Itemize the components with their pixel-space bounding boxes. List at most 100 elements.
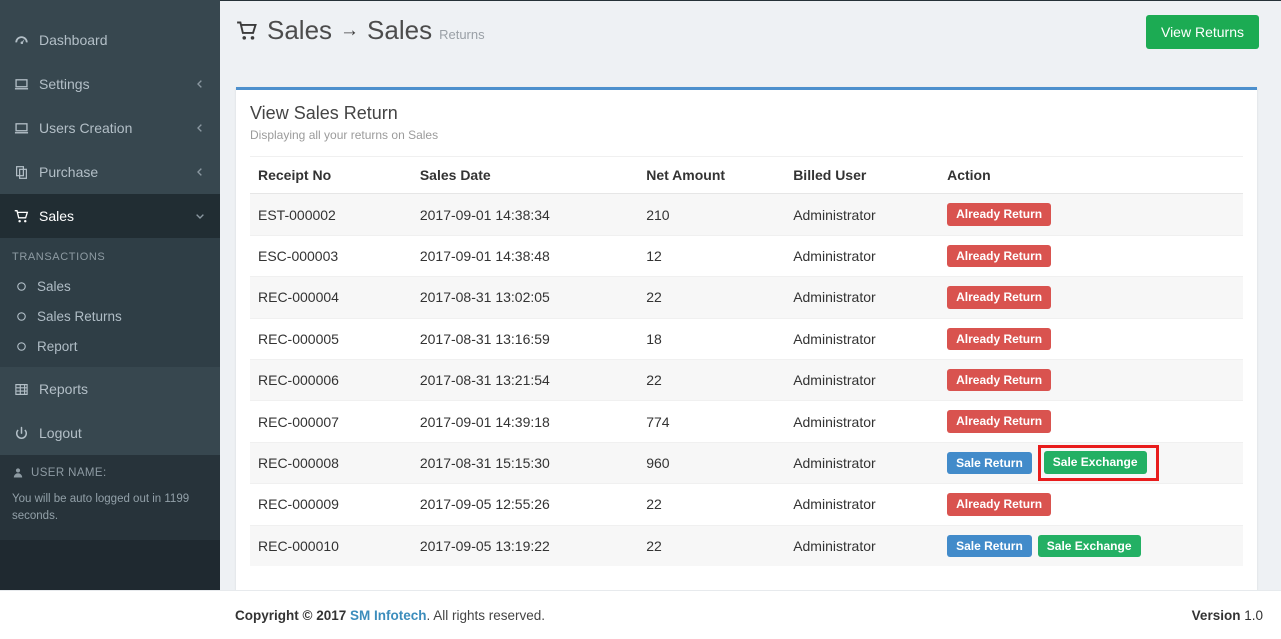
circle-icon	[15, 310, 28, 323]
sidebar-item-sales[interactable]: Sales	[0, 194, 220, 238]
cell-action: Sale Return Sale Exchange	[939, 442, 1243, 483]
main-area: Sales → Sales Returns View Returns View …	[220, 0, 1281, 590]
sidebar-item-label: Reports	[39, 381, 88, 397]
table-row: ESC-0000032017-09-01 14:38:4812Administr…	[250, 235, 1243, 276]
table-row: REC-0000092017-09-05 12:55:2622Administr…	[250, 484, 1243, 525]
version-label: Version	[1192, 608, 1241, 623]
sidebar-subitem-sales-returns[interactable]: Sales Returns	[0, 301, 220, 331]
table-row: REC-0000072017-09-01 14:39:18774Administ…	[250, 401, 1243, 442]
sidebar-item-reports[interactable]: Reports	[0, 367, 220, 411]
cell-user: Administrator	[785, 401, 939, 442]
cell-user: Administrator	[785, 194, 939, 235]
sidebar-item-settings[interactable]: Settings	[0, 62, 220, 106]
sidebar-subitem-report[interactable]: Report	[0, 331, 220, 361]
column-header-receipt-no: Receipt No	[250, 157, 412, 194]
brand-link[interactable]: SM Infotech	[350, 608, 427, 623]
cell-action: Sale Return Sale Exchange	[939, 525, 1243, 566]
cart-icon	[14, 209, 29, 224]
sidebar-item-label: Users Creation	[39, 120, 132, 136]
sidebar-menu-top: Dashboard Settings Users Creation PurchaseS…	[0, 0, 220, 238]
cell-user: Administrator	[785, 318, 939, 359]
annotation-highlight: Sale Exchange	[1038, 445, 1159, 480]
column-header-action: Action	[939, 157, 1243, 194]
already-badge: Already Return	[947, 328, 1051, 350]
sidebar-item-label: Dashboard	[39, 32, 108, 48]
table-body: EST-0000022017-09-01 14:38:34210Administ…	[250, 194, 1243, 566]
sidebar-item-dashboard[interactable]: Dashboard	[0, 18, 220, 62]
table-row: REC-0000102017-09-05 13:19:2222Administr…	[250, 525, 1243, 566]
sale-exchange-button[interactable]: Sale Exchange	[1044, 451, 1147, 473]
cell-amount: 22	[638, 360, 785, 401]
power-icon	[14, 426, 29, 441]
sidebar-subitem-label: Report	[37, 339, 78, 354]
user-name-label: USER NAME:	[31, 467, 107, 479]
content-area: View Sales Return Displaying all your re…	[220, 49, 1281, 590]
cell-receipt: EST-000002	[250, 194, 412, 235]
chevron-left-icon	[194, 166, 206, 178]
cell-action: Already Return	[939, 484, 1243, 525]
cell-user: Administrator	[785, 277, 939, 318]
sidebar-item-purchase[interactable]: Purchase	[0, 150, 220, 194]
cell-date: 2017-09-05 13:19:22	[412, 525, 638, 566]
cell-action: Already Return	[939, 360, 1243, 401]
chevron-left-icon	[194, 122, 206, 134]
cell-action: Already Return	[939, 194, 1243, 235]
breadcrumb-arrow-icon: →	[340, 20, 359, 42]
sale-return-button[interactable]: Sale Return	[947, 452, 1032, 474]
table-icon	[14, 382, 29, 397]
cell-amount: 18	[638, 318, 785, 359]
circle-icon	[15, 280, 28, 293]
sidebar-item-logout[interactable]: Logout	[0, 411, 220, 455]
user-icon	[12, 467, 24, 479]
cell-action: Already Return	[939, 401, 1243, 442]
chevron-down-icon	[194, 210, 206, 222]
breadcrumb: Sales → Sales Returns	[236, 15, 485, 46]
cell-date: 2017-09-01 14:38:48	[412, 235, 638, 276]
sidebar-item-users-creation[interactable]: Users Creation	[0, 106, 220, 150]
table-row: EST-0000022017-09-01 14:38:34210Administ…	[250, 194, 1243, 235]
chevron-left-icon	[194, 78, 206, 90]
table-row: REC-0000042017-08-31 13:02:0522Administr…	[250, 277, 1243, 318]
circle-icon	[15, 340, 28, 353]
cell-action: Already Return	[939, 235, 1243, 276]
column-header-sales-date: Sales Date	[412, 157, 638, 194]
column-header-billed-user: Billed User	[785, 157, 939, 194]
cell-user: Administrator	[785, 235, 939, 276]
copyright-prefix: Copyright © 2017	[235, 608, 350, 623]
cell-action: Already Return	[939, 277, 1243, 318]
cell-receipt: REC-000004	[250, 277, 412, 318]
table-row: REC-0000082017-08-31 15:15:30960Administ…	[250, 442, 1243, 483]
breadcrumb-page-suffix: Returns	[439, 27, 485, 42]
page-footer: Copyright © 2017 SM Infotech. All rights…	[0, 590, 1281, 639]
cell-user: Administrator	[785, 442, 939, 483]
sale-return-button[interactable]: Sale Return	[947, 535, 1032, 557]
cell-receipt: REC-000007	[250, 401, 412, 442]
cell-date: 2017-08-31 13:16:59	[412, 318, 638, 359]
cell-receipt: REC-000009	[250, 484, 412, 525]
dashboard-icon	[14, 33, 29, 48]
column-header-net-amount: Net Amount	[638, 157, 785, 194]
sidebar-footer-filler	[0, 540, 220, 591]
desktop-icon	[14, 121, 29, 136]
already-badge: Already Return	[947, 203, 1051, 225]
already-badge: Already Return	[947, 410, 1051, 432]
cell-receipt: REC-000010	[250, 525, 412, 566]
view-returns-button[interactable]: View Returns	[1146, 15, 1259, 49]
transactions-list: SalesSales Returns Report	[0, 271, 220, 361]
sidebar-item-label: Settings	[39, 76, 90, 92]
copyright-suffix: . All rights reserved.	[426, 608, 545, 623]
cell-action: Already Return	[939, 318, 1243, 359]
cart-icon	[236, 20, 258, 42]
already-badge: Already Return	[947, 286, 1051, 308]
sales-returns-table: Receipt NoSales DateNet AmountBilled Use…	[250, 156, 1243, 566]
cell-amount: 774	[638, 401, 785, 442]
sidebar-subitem-sales[interactable]: Sales	[0, 271, 220, 301]
sidebar: DashboardSettingsUsers CreationPurchaseS…	[0, 0, 220, 590]
cell-receipt: REC-000006	[250, 360, 412, 401]
copyright-text: Copyright © 2017 SM Infotech. All rights…	[235, 608, 545, 623]
cell-date: 2017-09-01 14:39:18	[412, 401, 638, 442]
sale-exchange-button[interactable]: Sale Exchange	[1038, 535, 1141, 557]
cell-user: Administrator	[785, 484, 939, 525]
table-row: REC-0000062017-08-31 13:21:5422Administr…	[250, 360, 1243, 401]
cell-amount: 22	[638, 484, 785, 525]
